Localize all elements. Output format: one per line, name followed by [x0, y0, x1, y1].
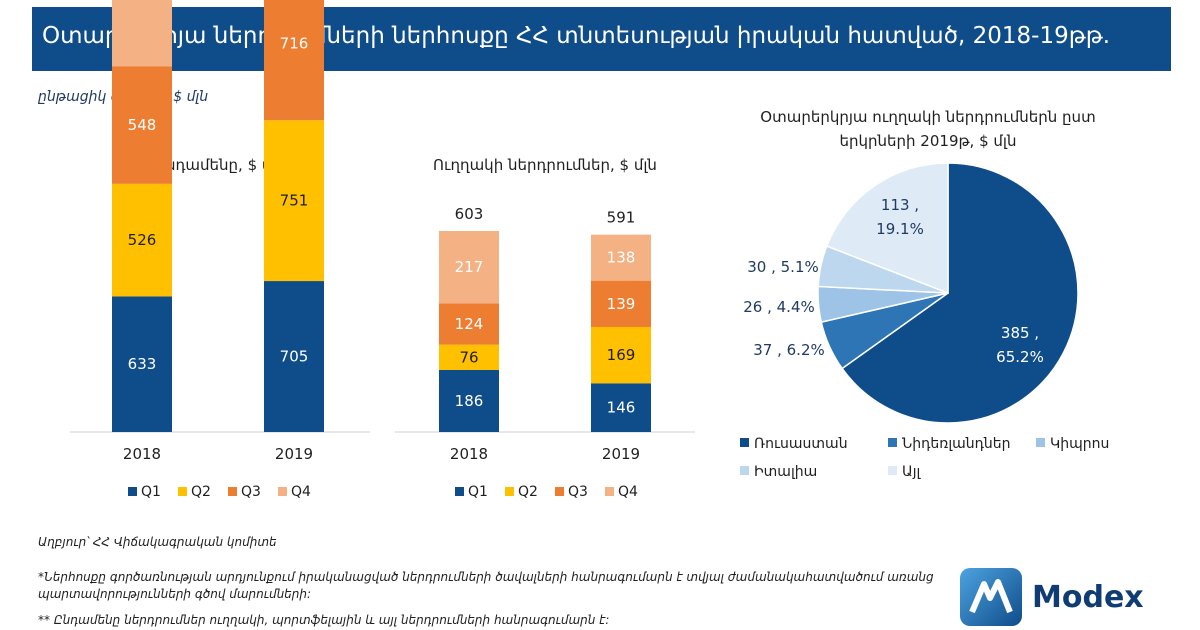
chart1-legend-label-Q2: Q2 [191, 484, 211, 500]
page-title: Օտարերկրյա ներդրումների ներհոսքը ՀՀ տնտե… [42, 23, 1111, 49]
chart2-bar-2019-Q3 [591, 280, 651, 327]
chart2-legend-swatch-Q1 [455, 487, 464, 496]
chart2-bar-2018-Q4 [439, 231, 499, 304]
chart2-x-tick-2019: 2019 [602, 445, 640, 463]
pie-legend-label-2: Նիդեռլանդներ [902, 436, 1011, 452]
chart1-bar-2019-Q2 [264, 120, 324, 282]
pie-label-4: 30 , 5.1% [747, 258, 819, 276]
chart1-x-tick-2018: 2018 [123, 445, 161, 463]
chart2-total-label-2018: 603 [455, 205, 484, 223]
chart2-legend-label-Q3: Q3 [568, 484, 588, 500]
chart2-bar-label-2018-Q4: 217 [455, 258, 484, 276]
chart1-bar-label-2018-Q3: 548 [128, 116, 157, 134]
chart1-bar-2019-Q1 [264, 281, 324, 432]
pie-legend-swatch-4 [740, 466, 749, 475]
chart1-bar-label-2019-Q2: 751 [280, 192, 309, 210]
pie-legend-label-5: Այլ [902, 464, 922, 480]
chart1-legend-label-Q4: Q4 [291, 484, 311, 500]
source-note: Աղբյուր՝ ՀՀ Վիճակագրական կոմիտե [38, 535, 277, 549]
chart2-legend-swatch-Q3 [555, 487, 564, 496]
chart1-bar-label-2019-Q3: 716 [280, 35, 309, 53]
chart2-legend-label-Q1: Q1 [468, 484, 488, 500]
pie-legend-label-4: Իտալիա [754, 464, 817, 480]
pie-label-pct-1: 65.2% [996, 348, 1044, 366]
modex-logo-text: Modex [1032, 580, 1144, 615]
pie-slice-5 [825, 162, 949, 295]
chart1-bar-label-2019-Q1: 705 [280, 348, 309, 366]
footnote-2: ** Ընդամենը ներդրումներ ուղղակի, պորտֆել… [38, 613, 610, 627]
chart2-bar-2018-Q3 [439, 303, 499, 345]
chart2-bar-2018-Q1 [439, 370, 499, 432]
chart2-legend-swatch-Q4 [605, 487, 614, 496]
pie-label-value-5: 113 , [881, 196, 919, 214]
pie-title-line-2: երկրների 2019թ, $ մլն [839, 132, 1017, 150]
chart1-legend-label-Q1: Q1 [141, 484, 161, 500]
chart2-bar-label-2019-Q3: 139 [607, 295, 636, 313]
title-banner: Օտարերկրյա ներդրումների ներհոսքը ՀՀ տնտե… [32, 7, 1171, 71]
chart2-bar-2019-Q2 [591, 327, 651, 384]
chart1-bar-2018-Q2 [112, 183, 172, 297]
chart1-bar-2018-Q1 [112, 296, 172, 432]
pie-slice-1 [841, 162, 1079, 424]
modex-logo-icon [960, 568, 1022, 626]
pie-legend-swatch-2 [888, 438, 897, 447]
chart1-x-tick-2019: 2019 [275, 445, 313, 463]
chart2-bar-label-2018-Q2: 76 [459, 348, 478, 366]
pie-legend-swatch-1 [740, 438, 749, 447]
chart1-legend-label-Q3: Q3 [241, 484, 261, 500]
pie-legend-swatch-3 [1036, 438, 1045, 447]
chart1-bar-2018-Q3 [112, 66, 172, 184]
pie-legend-label-1: Ռուսաստան [754, 436, 848, 452]
pie-label-pct-5: 19.1% [876, 220, 924, 238]
pie-legend-swatch-5 [888, 466, 897, 475]
chart2-legend-swatch-Q2 [505, 487, 514, 496]
chart2-x-tick-2018: 2018 [450, 445, 488, 463]
chart2-bar-label-2018-Q3: 124 [455, 315, 484, 333]
pie-label-2: 37 , 6.2% [753, 341, 825, 359]
pie-title-line-1: Օտարերկրյա ուղղակի ներդրումներն ըստ [760, 108, 1096, 126]
total-chart-title: Ընդամենը, $ մլն [154, 156, 285, 174]
chart1-bar-2018-Q4 [112, 0, 172, 67]
chart1-bar-label-2018-Q1: 633 [128, 355, 157, 373]
pie-label-3: 26 , 4.4% [743, 298, 815, 316]
pie-label-value-1: 385 , [1001, 324, 1039, 342]
chart2-total-label-2019: 591 [607, 209, 636, 227]
chart2-bar-label-2019-Q4: 138 [607, 249, 636, 267]
chart1-legend-swatch-Q4 [278, 487, 287, 496]
footnote-1: *Ներհոսքը գործառնության արդյունքում իրակ… [38, 570, 934, 601]
chart2-bar-label-2018-Q1: 186 [455, 392, 484, 410]
pie-chart-title: Օտարերկրյա ուղղակի ներդրումներն ըստ երկր… [738, 105, 1118, 153]
chart2-bar-label-2019-Q1: 146 [607, 399, 636, 417]
chart2-bar-2019-Q4 [591, 234, 651, 281]
chart2-bar-2019-Q1 [591, 383, 651, 432]
chart1-legend-swatch-Q2 [178, 487, 187, 496]
chart1-legend-swatch-Q1 [128, 487, 137, 496]
chart1-bar-2019-Q3 [264, 0, 324, 121]
chart1-bar-label-2018-Q2: 526 [128, 231, 157, 249]
chart2-legend-label-Q4: Q4 [618, 484, 638, 500]
modex-logo: Modex [960, 568, 1160, 626]
chart1-legend-swatch-Q3 [228, 487, 237, 496]
chart2-bar-label-2019-Q2: 169 [607, 346, 636, 364]
chart2-bar-2018-Q2 [439, 344, 499, 370]
direct-chart-title: Ուղղակի ներդրումներ, $ մլն [433, 156, 657, 174]
pie-legend-label-3: Կիպրոս [1050, 436, 1109, 452]
chart2-legend-label-Q2: Q2 [518, 484, 538, 500]
